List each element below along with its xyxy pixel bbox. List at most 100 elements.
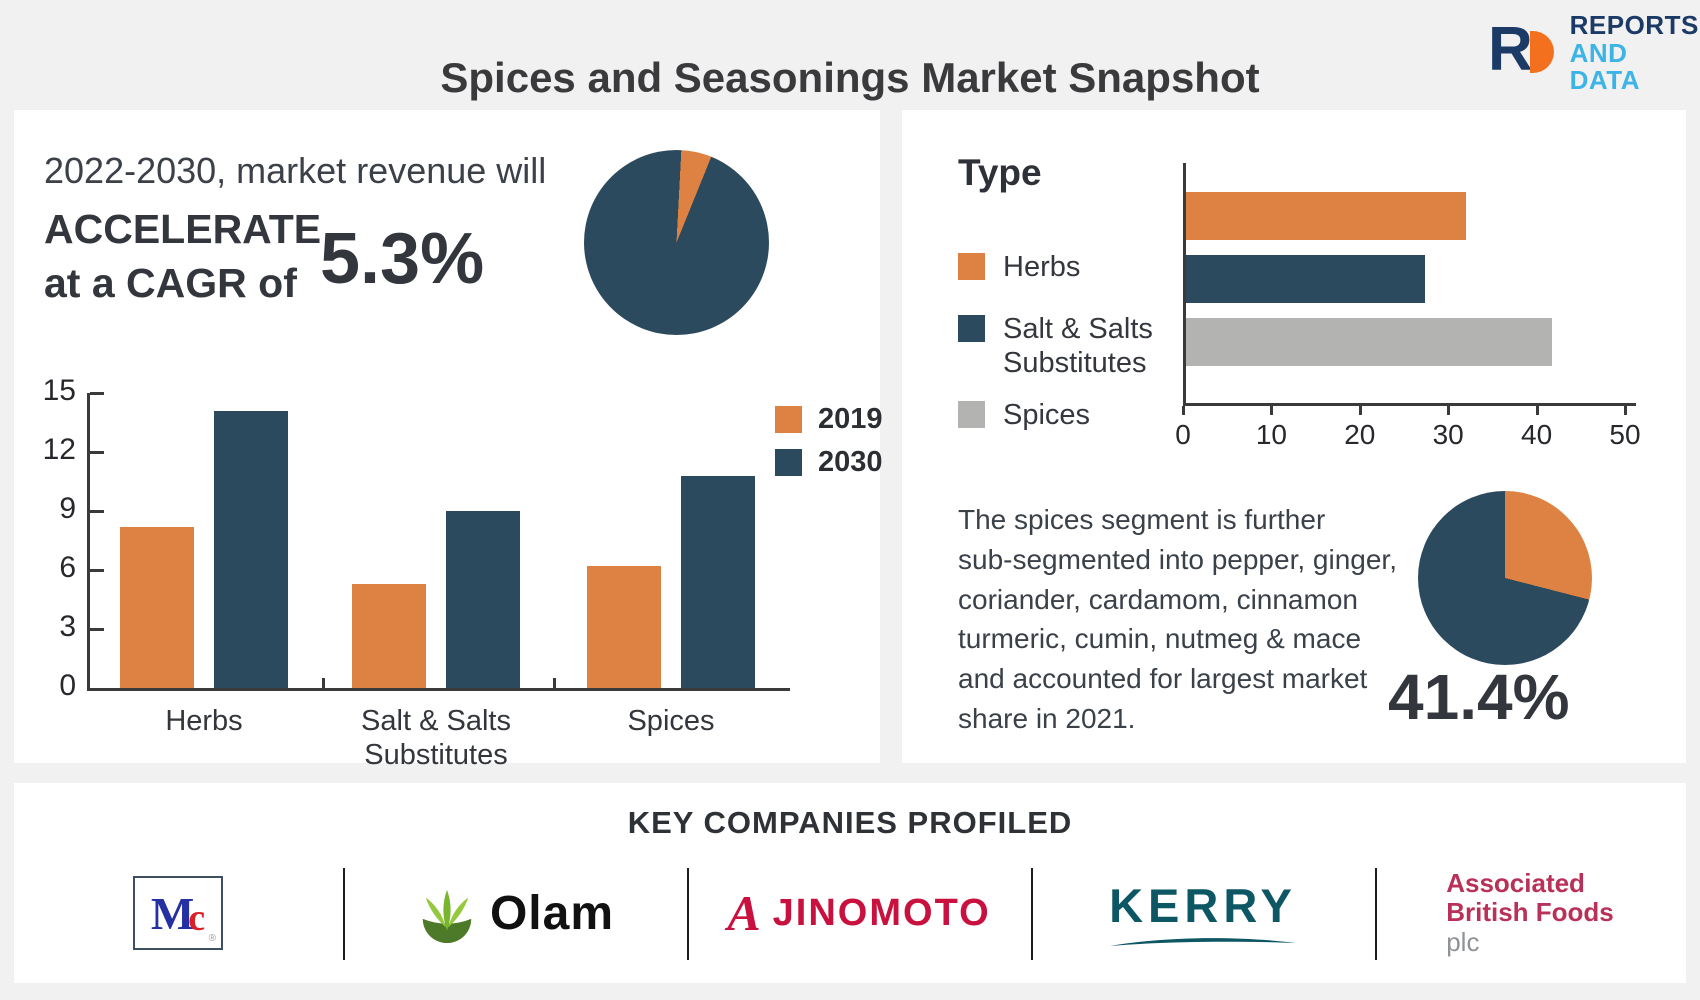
logo-divider-4: [1375, 868, 1377, 960]
bar-2019-2: [587, 566, 661, 688]
2030-swatch-icon: [775, 449, 802, 476]
bar-2019-1: [352, 583, 426, 688]
category-label: Spices: [627, 705, 715, 737]
y-axis-tick: [90, 569, 104, 572]
x-axis-tick: [1358, 406, 1362, 415]
abf-wordmark: Associated British Foods plc: [1446, 869, 1614, 956]
kerry-logo: KERRY: [1053, 865, 1353, 961]
series-legend-item: 2030: [775, 446, 883, 479]
cagr-pie-chart: [584, 150, 769, 335]
brand-name-line2: AND DATA: [1569, 37, 1640, 96]
registered-mark: ®: [208, 933, 216, 944]
type-legend-label: Herbs: [1003, 251, 1081, 283]
y-axis-label: 0: [59, 669, 76, 702]
brand-name: REPORTS AND DATA: [1569, 10, 1700, 96]
series-legend-label: 2019: [818, 403, 883, 435]
type-share-bar-chart-plot: [1183, 163, 1636, 406]
abf-logo: Associated British Foods plc: [1380, 865, 1680, 961]
ajinomoto-wordmark: JINOMOTO: [772, 891, 991, 934]
Spices-swatch-icon: [958, 401, 985, 428]
x-axis-label: 30: [1432, 419, 1464, 450]
market-revenue-panel: 2022-2030, market revenue will ACCELERAT…: [14, 110, 883, 771]
logo-divider-3: [1031, 868, 1033, 960]
x-axis-tick: [1624, 406, 1627, 415]
x-axis-tick: [553, 678, 556, 688]
paragraph-line: coriander, cardamom, cinnamon: [958, 583, 1358, 615]
y-axis-tick: [90, 451, 104, 454]
brand-name-line1: REPORTS: [1569, 10, 1699, 40]
rd-monogram-d-shape: [1530, 31, 1554, 74]
bar-2019-0: [120, 526, 194, 688]
hbar-Salt & Salts Substitutes: [1186, 255, 1425, 303]
spices-share-value: 41.4%: [1388, 661, 1570, 733]
type-share-panel: Type The spices segment is further sub-se…: [902, 110, 1686, 763]
y-axis-label: 12: [42, 433, 76, 466]
mccormick-mark-icon: M c ®: [133, 876, 223, 950]
x-axis-tick: [1182, 406, 1185, 415]
logo-divider-1: [343, 868, 345, 960]
type-legend-title: Type: [958, 152, 1042, 193]
y-axis-tick: [90, 628, 104, 631]
y-axis-label: 15: [42, 374, 76, 407]
y-axis-tick: [90, 510, 104, 513]
Salt & Salts Substitutes-swatch-icon: [958, 315, 985, 342]
mccormick-m: M: [150, 887, 195, 939]
ajinomoto-logo: A JINOMOTO: [709, 865, 1009, 961]
paragraph-line: share in 2021.: [958, 702, 1136, 734]
y-axis-label: 6: [59, 551, 76, 584]
kerry-wordmark: KERRY: [1109, 878, 1297, 932]
category-label: Salt & Salts Substitutes: [361, 705, 511, 772]
headline-line3: at a CAGR of: [44, 260, 297, 306]
kerry-wordmark-wrap: KERRY: [1108, 878, 1298, 949]
reports-and-data-logo: R REPORTS AND DATA: [1488, 10, 1700, 96]
x-axis-label: 20: [1344, 419, 1376, 450]
Herbs-swatch-icon: [958, 253, 985, 280]
paragraph-line: turmeric, cumin, nutmeg & mace: [958, 623, 1362, 655]
paragraph-line: and accounted for largest market: [958, 663, 1368, 694]
2019-swatch-icon: [775, 406, 802, 433]
paragraph-line: The spices segment is further: [958, 504, 1326, 535]
hbar-Spices: [1186, 318, 1552, 366]
olam-wordmark: Olam: [489, 886, 615, 940]
type-legend-label: Salt & Salts Substitutes: [1003, 313, 1153, 380]
y-axis-label: 3: [59, 610, 76, 643]
olam-logo: Olam: [365, 865, 665, 961]
page-title: Spices and Seasonings Market Snapshot: [440, 54, 1260, 102]
abf-plc: plc: [1446, 926, 1480, 957]
paragraph-line: sub-segmented into pepper, ginger,: [958, 543, 1397, 575]
cagr-value: 5.3%: [320, 219, 485, 299]
rd-monogram-icon: R: [1488, 19, 1560, 81]
abf-line1: Associated: [1446, 868, 1585, 899]
revenue-bar-chart-plot: [87, 393, 790, 691]
x-axis-label: 50: [1609, 419, 1641, 450]
type-legend-label: Spices: [1003, 399, 1091, 431]
headline-line1: 2022-2030, market revenue will: [44, 150, 547, 191]
kerry-swoosh-icon: [1110, 937, 1296, 946]
type-legend-item: Spices: [958, 398, 1090, 432]
abf-line2: British Foods: [1446, 897, 1614, 928]
bar-2030-1: [446, 511, 520, 688]
bar-2030-0: [214, 410, 288, 688]
y-axis-tick: [90, 392, 104, 395]
hbar-Herbs: [1186, 192, 1467, 240]
x-axis-label: 0: [1175, 419, 1191, 450]
key-companies-heading: KEY COMPANIES PROFILED: [627, 805, 1073, 840]
spices-paragraph: The spices segment is further sub-segment…: [958, 500, 1448, 739]
x-axis-tick: [1447, 406, 1451, 415]
logo-divider-2: [687, 868, 689, 960]
spices-share-pie-chart: [1418, 491, 1592, 665]
series-legend-item: 2019: [775, 403, 883, 436]
x-axis-label: 10: [1255, 419, 1287, 450]
mccormick-logo: M c ®: [28, 865, 328, 961]
rd-monogram-r: R: [1488, 15, 1533, 85]
x-axis-tick: [322, 678, 325, 688]
x-axis-tick: [1270, 406, 1274, 415]
olam-leaf-icon: [422, 889, 472, 944]
x-axis-label: 40: [1521, 419, 1553, 450]
series-legend-label: 2030: [818, 446, 883, 478]
headline-line2: ACCELERATE: [44, 206, 322, 252]
y-axis-label: 9: [59, 492, 76, 525]
type-legend-item: Herbs: [958, 250, 1080, 284]
type-legend-item: Salt & Salts Substitutes: [958, 312, 1153, 380]
